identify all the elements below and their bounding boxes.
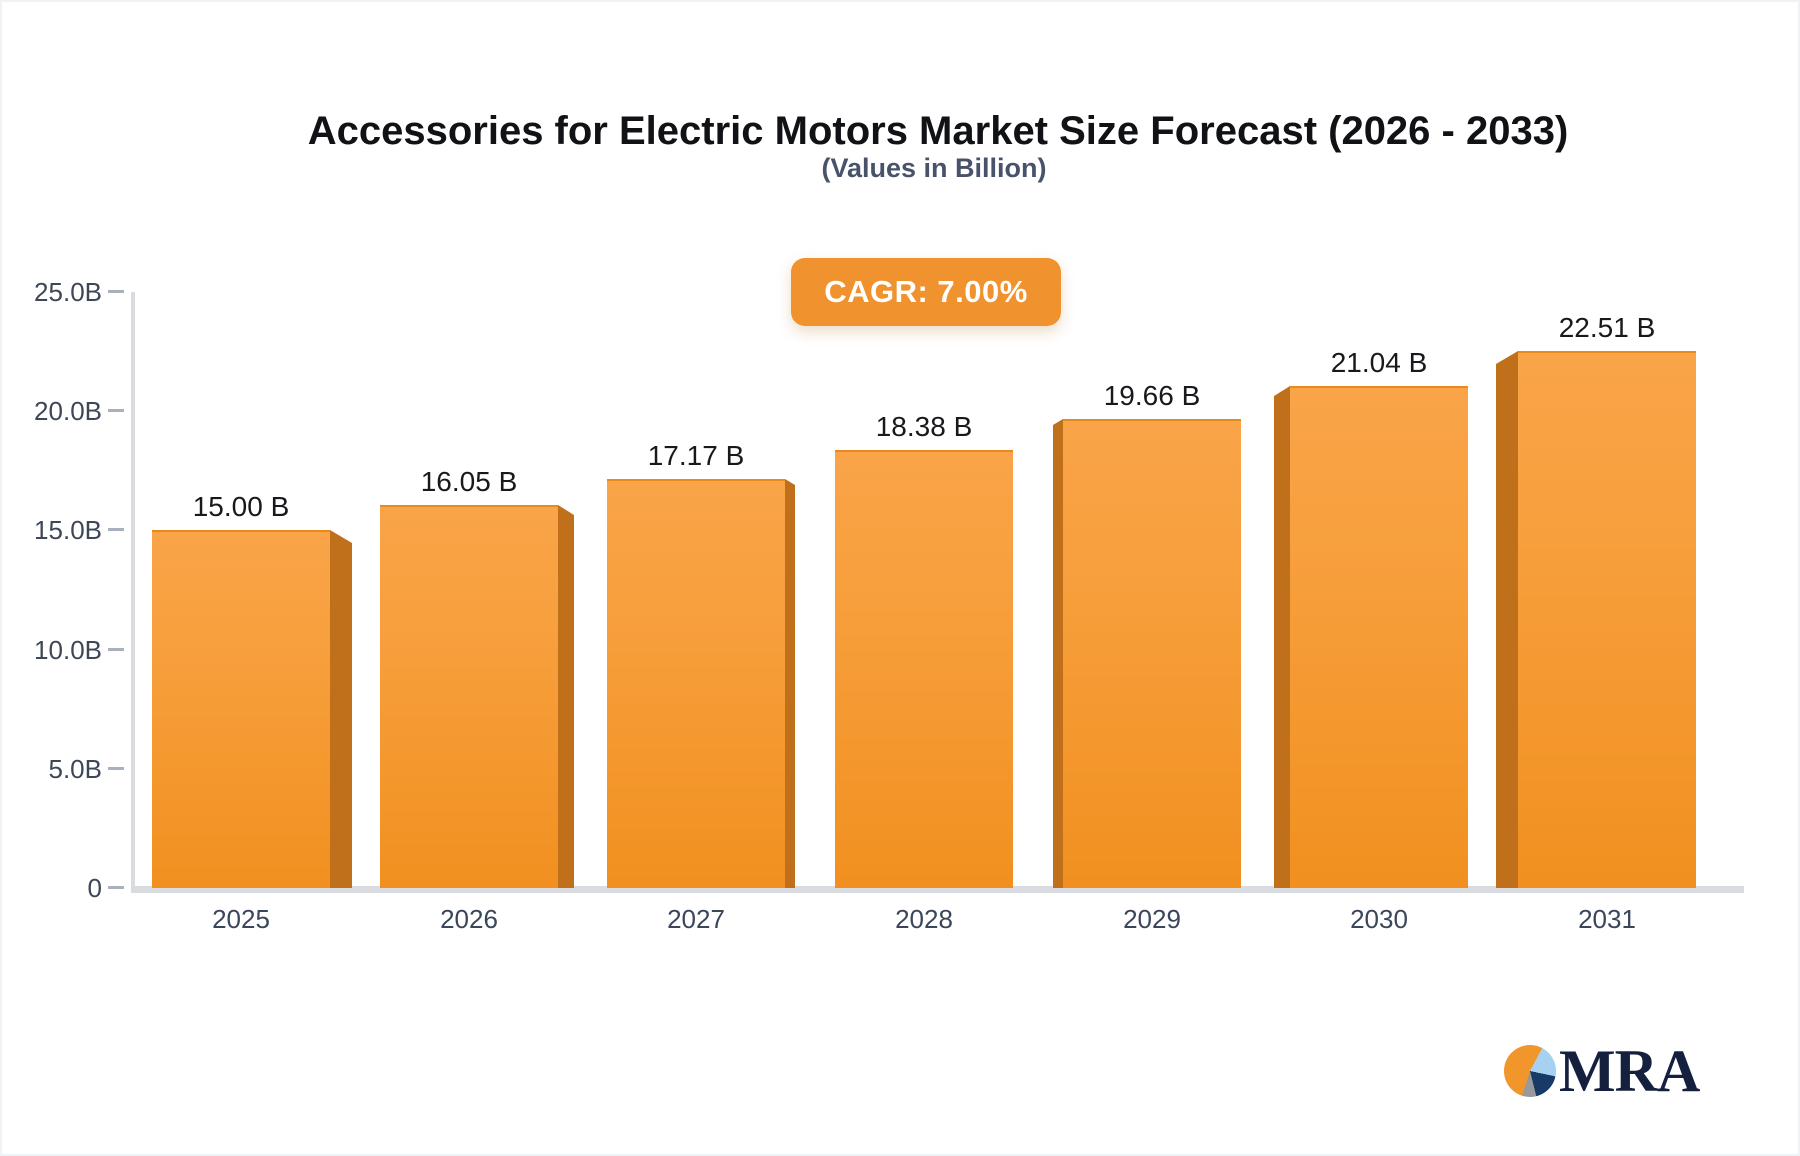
bar-value-label-2025: 15.00 B [192, 491, 290, 522]
logo: MRA [1504, 1038, 1700, 1104]
y-axis-tick-label-10.0B: 10.0B [34, 635, 102, 665]
x-axis-label-2029: 2029 [1123, 904, 1181, 934]
bar-side-face-2025 [330, 530, 352, 888]
x-axis-baseline [131, 886, 1744, 893]
bar-side-face-2027 [785, 479, 795, 888]
y-axis-tick-dash [108, 290, 124, 293]
chart-title: Accessories for Electric Motors Market S… [307, 109, 1569, 153]
y-axis-tick-dash [108, 648, 124, 651]
bar-value-label-2029: 19.66 B [1103, 380, 1201, 411]
y-axis-tick-label-5.0B: 5.0B [48, 754, 103, 784]
bar-side-face-2026 [558, 505, 574, 888]
x-axis-label-2025: 2025 [212, 904, 270, 934]
x-axis-label-2030: 2030 [1350, 904, 1408, 934]
y-axis-tick-dash [108, 409, 124, 412]
bar-value-label-2028: 18.38 B [875, 411, 973, 442]
bar-value-label-2027: 17.17 B [647, 440, 745, 471]
bar-2030 [1290, 386, 1468, 888]
logo-pie-icon [1504, 1045, 1556, 1097]
bar-2025 [152, 530, 330, 888]
bar-2029 [1063, 419, 1241, 888]
y-axis-tick-label-0: 0 [87, 873, 102, 903]
bar-value-label-2030: 21.04 B [1330, 347, 1428, 378]
bar-value-label-2031: 22.51 B [1558, 312, 1656, 343]
y-axis-tick-dash [108, 886, 124, 889]
bar-side-face-2031 [1496, 351, 1518, 888]
bar-2027 [607, 479, 785, 888]
bar-side-face-2030 [1274, 386, 1290, 888]
bar-value-label-2026: 16.05 B [420, 466, 518, 497]
y-axis-tick-label-15.0B: 15.0B [34, 515, 102, 545]
y-axis-tick-label-20.0B: 20.0B [34, 396, 102, 426]
y-axis-tick-label-25.0B: 25.0B [34, 277, 102, 307]
cagr-badge: CAGR: 7.00% [791, 258, 1061, 326]
bar-2028 [835, 450, 1013, 888]
x-axis-label-2031: 2031 [1578, 904, 1636, 934]
y-axis-tick-dash [108, 528, 124, 531]
bar-2031 [1518, 351, 1696, 888]
x-axis-label-2026: 2026 [440, 904, 498, 934]
logo-text: MRA [1559, 1038, 1700, 1104]
bar-2026 [380, 505, 558, 888]
y-axis-line [131, 292, 135, 888]
x-axis-label-2027: 2027 [667, 904, 725, 934]
cagr-badge-label: CAGR: 7.00% [824, 274, 1028, 309]
y-axis-tick-dash [108, 767, 124, 770]
chart-subtitle: (Values in Billion) [821, 153, 1047, 183]
x-axis-label-2028: 2028 [895, 904, 953, 934]
bar-side-face-2029 [1053, 419, 1063, 888]
